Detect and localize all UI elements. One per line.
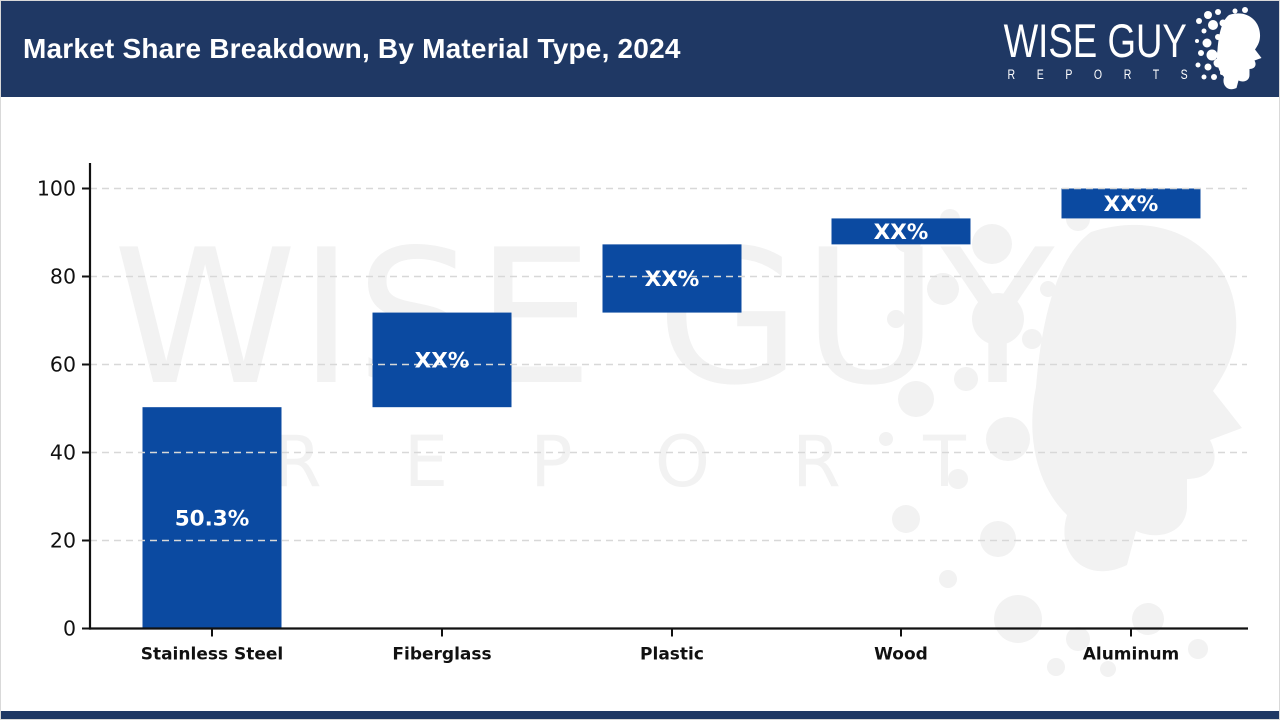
- y-tick-label-40: 40: [50, 441, 76, 465]
- y-tick-label-20: 20: [50, 529, 76, 553]
- bar-value-label-fiberglass: XX%: [415, 348, 470, 373]
- bar-aluminum: [1061, 188, 1201, 219]
- chart-area: WISE GUY R E P O R T S 50.3% XX% XX% XX% XX%…: [1, 97, 1279, 713]
- logo-subtitle: R E P O R T S: [1007, 66, 1197, 82]
- x-tick-label-wood: Wood: [874, 645, 928, 665]
- y-tick-label-0: 0: [63, 617, 76, 641]
- footer-bar: [1, 711, 1279, 719]
- bar-plastic: [602, 244, 742, 313]
- y-tick-label-80: 80: [50, 265, 76, 289]
- bar-fiberglass: [372, 312, 512, 408]
- bar-value-label-stainless-steel: 50.3%: [175, 506, 250, 531]
- bar-value-label-plastic: XX%: [645, 267, 700, 292]
- bar-value-label-wood: XX%: [874, 220, 929, 245]
- x-tick-label-aluminum: Aluminum: [1083, 645, 1180, 665]
- bar-stainless-steel: [142, 407, 282, 629]
- logo-wordmark: WISE GUY: [1003, 13, 1187, 67]
- bar-value-label-aluminum: XX%: [1104, 192, 1159, 217]
- x-tick-label-stainless-steel: Stainless Steel: [141, 645, 284, 665]
- x-tick-label-plastic: Plastic: [640, 645, 704, 665]
- logo-head-icon: [1195, 7, 1262, 90]
- bar-chart-plot: 50.3% XX% XX% XX% XX% 0 20 40 60 80 100 Stainless S…: [37, 163, 1248, 665]
- header-bar: Market Share Breakdown, By Material Type…: [1, 1, 1279, 97]
- page-title: Market Share Breakdown, By Material Type…: [23, 33, 681, 64]
- y-tick-label-60: 60: [50, 353, 76, 377]
- y-tick-label-100: 100: [37, 177, 76, 201]
- x-tick-label-fiberglass: Fiberglass: [392, 645, 491, 665]
- bar-wood: [831, 218, 971, 245]
- wise-guy-reports-logo: WISE GUY R E P O R T S: [949, 7, 1279, 91]
